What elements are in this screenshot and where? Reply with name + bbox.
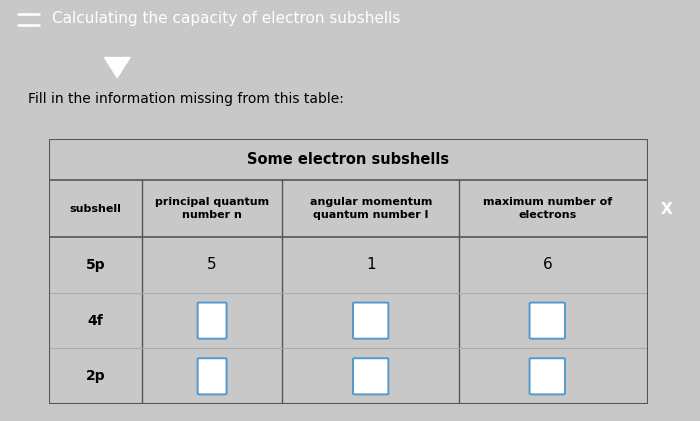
Text: Some electron subshells: Some electron subshells: [247, 152, 449, 167]
Text: 1: 1: [366, 257, 375, 272]
Text: maximum number of
electrons: maximum number of electrons: [482, 197, 612, 220]
Text: 5p: 5p: [85, 258, 105, 272]
Text: angular momentum
quantum number l: angular momentum quantum number l: [309, 197, 432, 220]
Text: 2p: 2p: [85, 369, 105, 383]
Text: principal quantum
number n: principal quantum number n: [155, 197, 270, 220]
Text: subshell: subshell: [69, 203, 121, 213]
Text: Calculating the capacity of electron subshells: Calculating the capacity of electron sub…: [52, 11, 401, 27]
FancyBboxPatch shape: [353, 303, 389, 338]
FancyBboxPatch shape: [197, 303, 227, 338]
Text: X: X: [661, 202, 672, 217]
FancyBboxPatch shape: [530, 303, 565, 338]
Text: Fill in the information missing from this table:: Fill in the information missing from thi…: [28, 92, 344, 106]
FancyBboxPatch shape: [353, 358, 389, 394]
Polygon shape: [104, 58, 130, 77]
Text: 5: 5: [207, 257, 217, 272]
FancyBboxPatch shape: [530, 358, 565, 394]
FancyBboxPatch shape: [197, 358, 227, 394]
Text: 4f: 4f: [88, 314, 104, 328]
Text: 6: 6: [542, 257, 552, 272]
